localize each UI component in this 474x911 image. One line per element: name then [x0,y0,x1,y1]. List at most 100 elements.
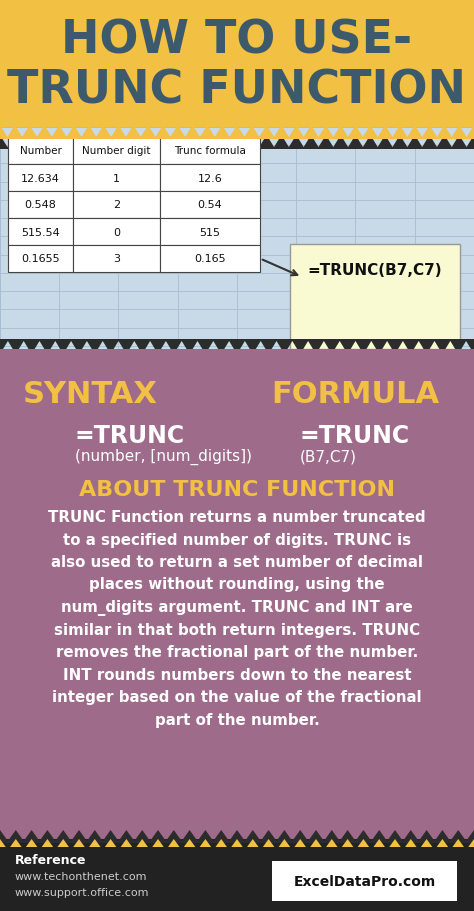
FancyBboxPatch shape [0,128,474,364]
FancyBboxPatch shape [8,219,73,246]
Text: 515: 515 [200,227,220,237]
Polygon shape [0,340,474,354]
FancyBboxPatch shape [415,128,474,146]
FancyBboxPatch shape [59,219,118,237]
FancyBboxPatch shape [296,255,356,273]
FancyBboxPatch shape [178,310,237,328]
Text: www.techonthenet.com: www.techonthenet.com [15,871,147,881]
Text: =TRUNC: =TRUNC [300,424,410,447]
FancyBboxPatch shape [237,128,296,146]
FancyBboxPatch shape [0,847,474,911]
FancyBboxPatch shape [178,255,237,273]
FancyBboxPatch shape [178,237,237,255]
FancyBboxPatch shape [59,146,118,164]
Text: 12.634: 12.634 [21,173,60,183]
FancyBboxPatch shape [356,237,415,255]
FancyBboxPatch shape [296,237,356,255]
Text: Reference: Reference [15,853,86,866]
FancyBboxPatch shape [296,146,356,164]
FancyBboxPatch shape [178,146,237,164]
FancyBboxPatch shape [0,346,59,364]
FancyBboxPatch shape [8,246,73,272]
FancyBboxPatch shape [415,273,474,292]
FancyBboxPatch shape [0,146,59,164]
Text: (number, [num_digits]): (number, [num_digits]) [75,448,252,465]
FancyBboxPatch shape [0,128,59,146]
FancyBboxPatch shape [0,219,59,237]
FancyBboxPatch shape [118,146,178,164]
FancyBboxPatch shape [118,128,178,146]
FancyBboxPatch shape [415,328,474,346]
FancyBboxPatch shape [73,192,160,219]
FancyBboxPatch shape [178,182,237,200]
Polygon shape [0,136,474,149]
Text: also used to return a set number of decimal: also used to return a set number of deci… [51,555,423,569]
FancyBboxPatch shape [356,292,415,310]
Text: INT rounds numbers down to the nearest: INT rounds numbers down to the nearest [63,667,411,681]
Text: places without rounding, using the: places without rounding, using the [89,577,385,592]
FancyBboxPatch shape [160,165,260,192]
Text: 3: 3 [113,254,120,264]
Text: integer based on the value of the fractional: integer based on the value of the fracti… [52,690,422,704]
FancyBboxPatch shape [296,328,356,346]
FancyBboxPatch shape [178,328,237,346]
FancyBboxPatch shape [290,245,460,350]
FancyBboxPatch shape [73,219,160,246]
Text: Number digit: Number digit [82,147,151,157]
FancyBboxPatch shape [415,255,474,273]
FancyBboxPatch shape [237,200,296,219]
FancyBboxPatch shape [73,138,160,165]
FancyBboxPatch shape [356,128,415,146]
Text: www.support.office.com: www.support.office.com [15,887,149,897]
Text: ExcelDataPro.com: ExcelDataPro.com [293,874,436,888]
FancyBboxPatch shape [118,273,178,292]
FancyBboxPatch shape [118,292,178,310]
FancyBboxPatch shape [415,182,474,200]
FancyBboxPatch shape [237,219,296,237]
FancyBboxPatch shape [415,200,474,219]
Text: 1: 1 [113,173,120,183]
FancyBboxPatch shape [356,164,415,182]
FancyBboxPatch shape [356,200,415,219]
FancyBboxPatch shape [59,255,118,273]
Text: HOW TO USE-: HOW TO USE- [62,18,412,63]
FancyBboxPatch shape [415,292,474,310]
Polygon shape [0,839,474,852]
FancyBboxPatch shape [0,200,59,219]
Text: 0.548: 0.548 [25,200,56,210]
Text: =TRUNC: =TRUNC [75,424,185,447]
FancyBboxPatch shape [415,164,474,182]
FancyBboxPatch shape [118,255,178,273]
Text: (B7,C7): (B7,C7) [300,448,357,464]
FancyBboxPatch shape [237,310,296,328]
Text: num_digits argument. TRUNC and INT are: num_digits argument. TRUNC and INT are [61,599,413,615]
FancyBboxPatch shape [237,328,296,346]
FancyBboxPatch shape [118,164,178,182]
FancyBboxPatch shape [237,346,296,364]
FancyBboxPatch shape [118,310,178,328]
FancyBboxPatch shape [356,146,415,164]
Polygon shape [0,126,474,140]
FancyBboxPatch shape [178,273,237,292]
FancyBboxPatch shape [73,246,160,272]
FancyBboxPatch shape [0,237,59,255]
FancyBboxPatch shape [59,346,118,364]
Text: TRUNC Function returns a number truncated: TRUNC Function returns a number truncate… [48,509,426,525]
FancyBboxPatch shape [0,310,59,328]
FancyBboxPatch shape [0,255,59,273]
FancyBboxPatch shape [237,255,296,273]
FancyBboxPatch shape [415,219,474,237]
FancyBboxPatch shape [59,128,118,146]
FancyBboxPatch shape [118,219,178,237]
Text: removes the fractional part of the number.: removes the fractional part of the numbe… [56,644,418,660]
FancyBboxPatch shape [237,292,296,310]
FancyBboxPatch shape [237,237,296,255]
Text: to a specified number of digits. TRUNC is: to a specified number of digits. TRUNC i… [63,532,411,547]
Text: FORMULA: FORMULA [271,380,439,408]
FancyBboxPatch shape [296,182,356,200]
FancyBboxPatch shape [178,292,237,310]
Text: 0.165: 0.165 [194,254,226,264]
FancyBboxPatch shape [59,292,118,310]
FancyBboxPatch shape [296,273,356,292]
FancyBboxPatch shape [415,237,474,255]
